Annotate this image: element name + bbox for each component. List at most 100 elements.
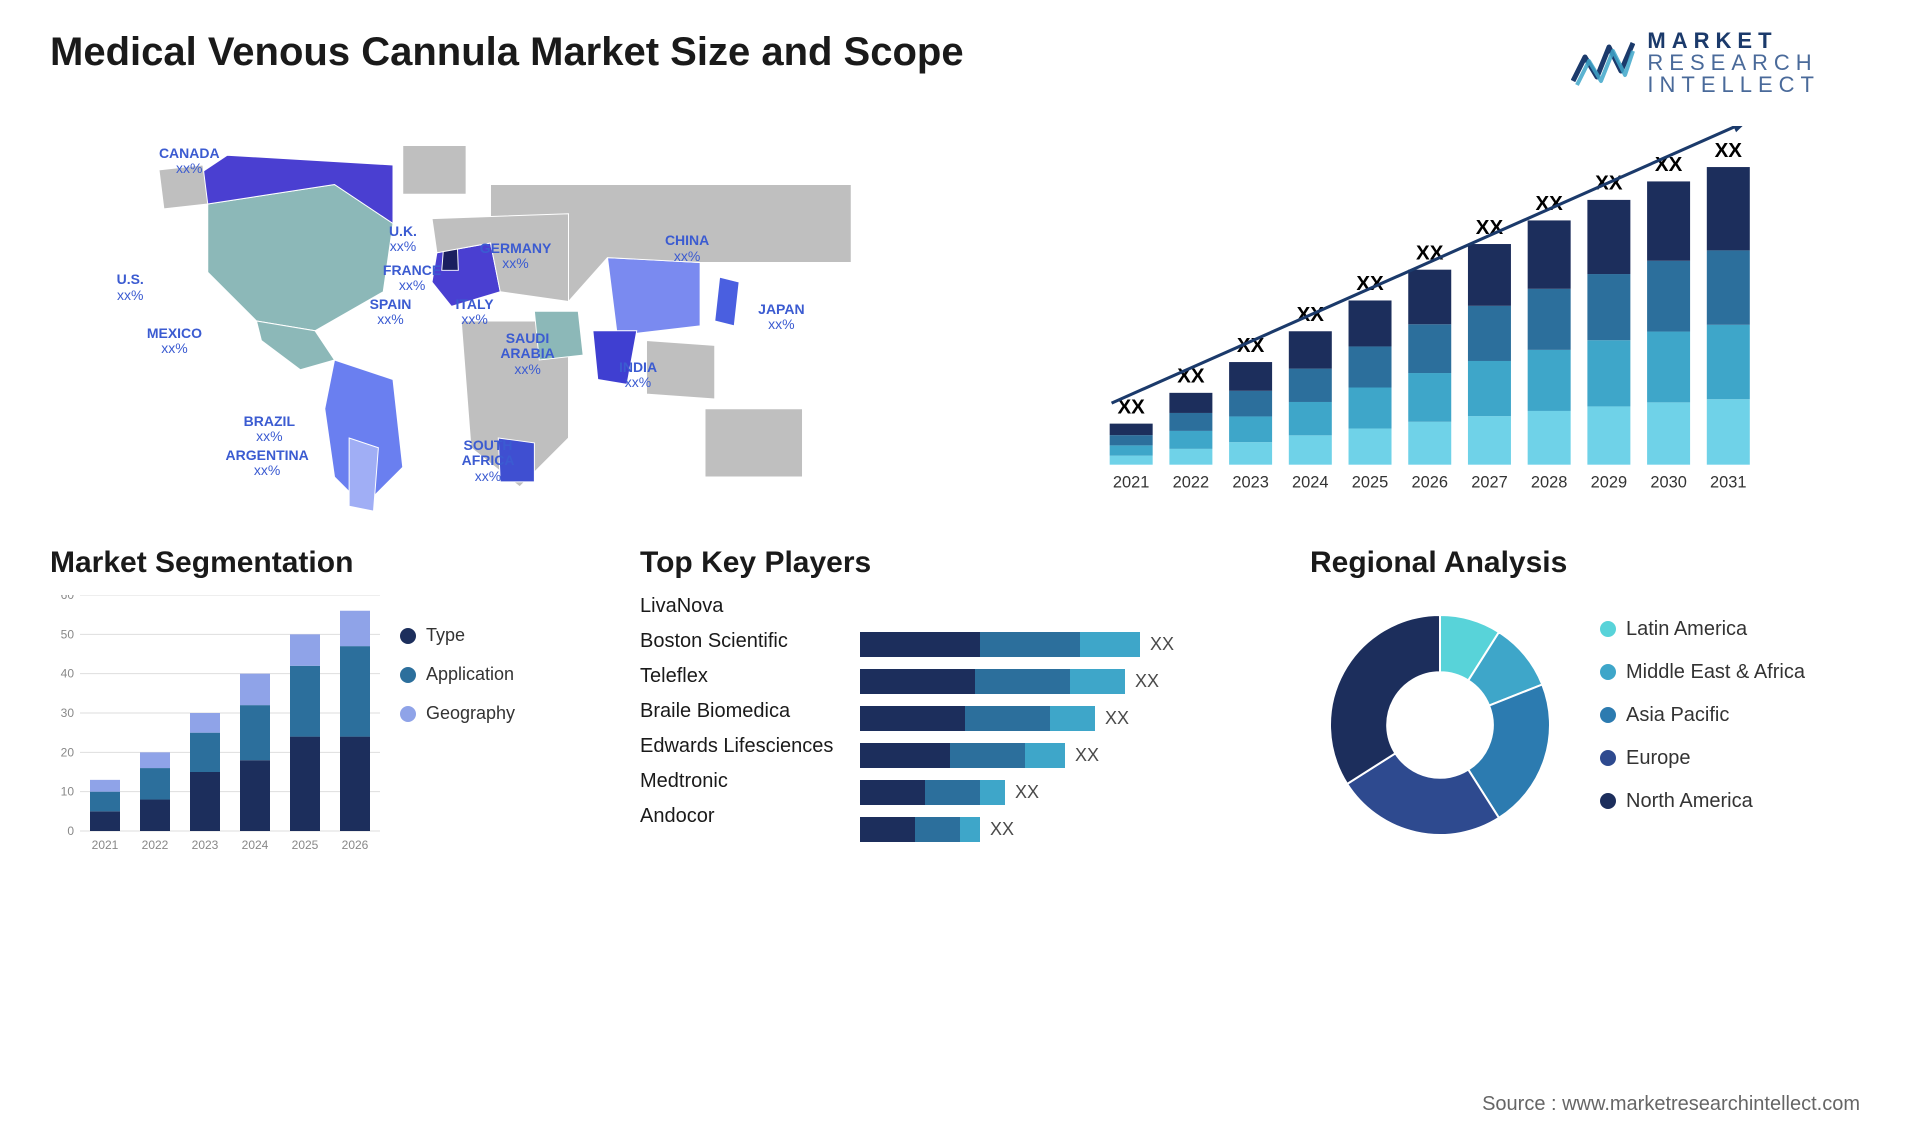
svg-text:2028: 2028 [1531, 473, 1567, 491]
segmentation-panel: Market Segmentation 01020304050602021202… [50, 546, 610, 855]
legend-label: Europe [1626, 747, 1691, 770]
brand-logo-mark [1571, 37, 1635, 89]
key-players-title: Top Key Players [640, 546, 1280, 580]
svg-text:30: 30 [61, 706, 75, 720]
map-label: JAPANxx% [758, 302, 804, 333]
player-bar-segment [860, 817, 915, 842]
legend-label: Type [426, 625, 465, 646]
map-label: MEXICOxx% [147, 326, 202, 357]
player-name: Boston Scientific [640, 630, 860, 653]
regional-donut [1310, 595, 1570, 855]
growth-chart-panel: 2021XX2022XX2023XX2024XX2025XX2026XX2027… [1010, 126, 1870, 516]
player-name: Braile Biomedica [640, 700, 860, 723]
legend-item: Application [400, 664, 515, 685]
legend-swatch [1600, 621, 1616, 637]
player-bar-segment [1050, 706, 1095, 731]
player-bar-segment [965, 706, 1050, 731]
player-name: Edwards Lifesciences [640, 735, 860, 758]
player-bar-segment [860, 780, 925, 805]
player-value: XX [1105, 708, 1129, 729]
player-bar-segment [915, 817, 960, 842]
svg-text:2025: 2025 [292, 838, 319, 852]
map-label: INDIAxx% [619, 360, 657, 391]
brand-line2: RESEARCH [1647, 52, 1820, 74]
map-label: CHINAxx% [665, 233, 709, 264]
map-label: U.S.xx% [117, 272, 144, 303]
legend-label: Application [426, 664, 514, 685]
map-label: U.K.xx% [389, 224, 417, 255]
player-bar-segment [1080, 632, 1140, 657]
svg-text:2023: 2023 [192, 838, 219, 852]
player-value: XX [1135, 671, 1159, 692]
map-label: ARGENTINAxx% [226, 448, 309, 479]
player-bar [860, 817, 980, 842]
legend-label: Latin America [1626, 618, 1747, 641]
regional-title: Regional Analysis [1310, 546, 1870, 580]
map-label: GERMANYxx% [480, 241, 552, 272]
legend-item: Type [400, 625, 515, 646]
legend-swatch [400, 667, 416, 683]
svg-text:2022: 2022 [142, 838, 169, 852]
brand-line1: MARKET [1647, 30, 1820, 52]
map-label: SAUDIARABIAxx% [500, 331, 554, 377]
player-name: Medtronic [640, 770, 860, 793]
legend-item: Latin America [1600, 618, 1805, 641]
player-bar-segment [980, 780, 1005, 805]
map-label: ITALYxx% [456, 297, 494, 328]
player-bar-segment [950, 743, 1025, 768]
page-title: Medical Venous Cannula Market Size and S… [50, 30, 964, 75]
svg-text:20: 20 [61, 745, 75, 759]
player-bar-segment [860, 743, 950, 768]
map-label: CANADAxx% [159, 146, 220, 177]
svg-text:50: 50 [61, 627, 75, 641]
regional-panel: Regional Analysis Latin America Middle Ea… [1310, 546, 1870, 855]
growth-chart: 2021XX2022XX2023XX2024XX2025XX2026XX2027… [1010, 126, 1870, 516]
player-bar-segment [860, 706, 965, 731]
key-players-names: LivaNovaBoston ScientificTeleflexBraile … [640, 595, 860, 842]
legend-item: North America [1600, 790, 1805, 813]
player-bar [860, 743, 1065, 768]
player-bar-row: XX [860, 706, 1280, 731]
player-value: XX [1075, 745, 1099, 766]
player-bar-segment [860, 669, 975, 694]
player-bar-row: XX [860, 743, 1280, 768]
map-label: FRANCExx% [383, 263, 441, 294]
player-name: Teleflex [640, 665, 860, 688]
player-bar-segment [980, 632, 1080, 657]
svg-text:60: 60 [61, 595, 75, 602]
source-attribution: Source : www.marketresearchintellect.com [1482, 1093, 1860, 1116]
player-bar-row [860, 595, 1280, 620]
svg-text:2022: 2022 [1173, 473, 1210, 491]
legend-label: Geography [426, 703, 515, 724]
svg-text:XX: XX [1715, 139, 1743, 162]
player-bar-row: XX [860, 780, 1280, 805]
svg-text:2023: 2023 [1232, 473, 1269, 491]
svg-text:2029: 2029 [1591, 473, 1628, 491]
key-players-bars: XX XX XX XX XX XX [860, 595, 1280, 842]
player-bar-row: XX [860, 817, 1280, 842]
svg-text:2031: 2031 [1710, 473, 1747, 491]
player-bar-segment [1070, 669, 1125, 694]
legend-swatch [400, 706, 416, 722]
player-bar-segment [860, 632, 980, 657]
legend-label: Asia Pacific [1626, 704, 1729, 727]
brand-line3: INTELLECT [1647, 74, 1820, 96]
player-bar-segment [975, 669, 1070, 694]
legend-label: Middle East & Africa [1626, 661, 1805, 684]
player-name: Andocor [640, 805, 860, 828]
player-bar [860, 632, 1140, 657]
svg-text:0: 0 [67, 824, 74, 838]
svg-text:2026: 2026 [342, 838, 369, 852]
player-bar-segment [1025, 743, 1065, 768]
player-bar-segment [925, 780, 980, 805]
player-bar [860, 669, 1125, 694]
key-players-panel: Top Key Players LivaNovaBoston Scientifi… [640, 546, 1280, 855]
player-value: XX [990, 819, 1014, 840]
regional-legend: Latin America Middle East & Africa Asia Pa… [1600, 618, 1805, 833]
svg-text:2021: 2021 [1113, 473, 1150, 491]
segmentation-title: Market Segmentation [50, 546, 610, 580]
legend-swatch [400, 628, 416, 644]
legend-item: Geography [400, 703, 515, 724]
player-bar-segment [960, 817, 980, 842]
player-bar-row: XX [860, 632, 1280, 657]
